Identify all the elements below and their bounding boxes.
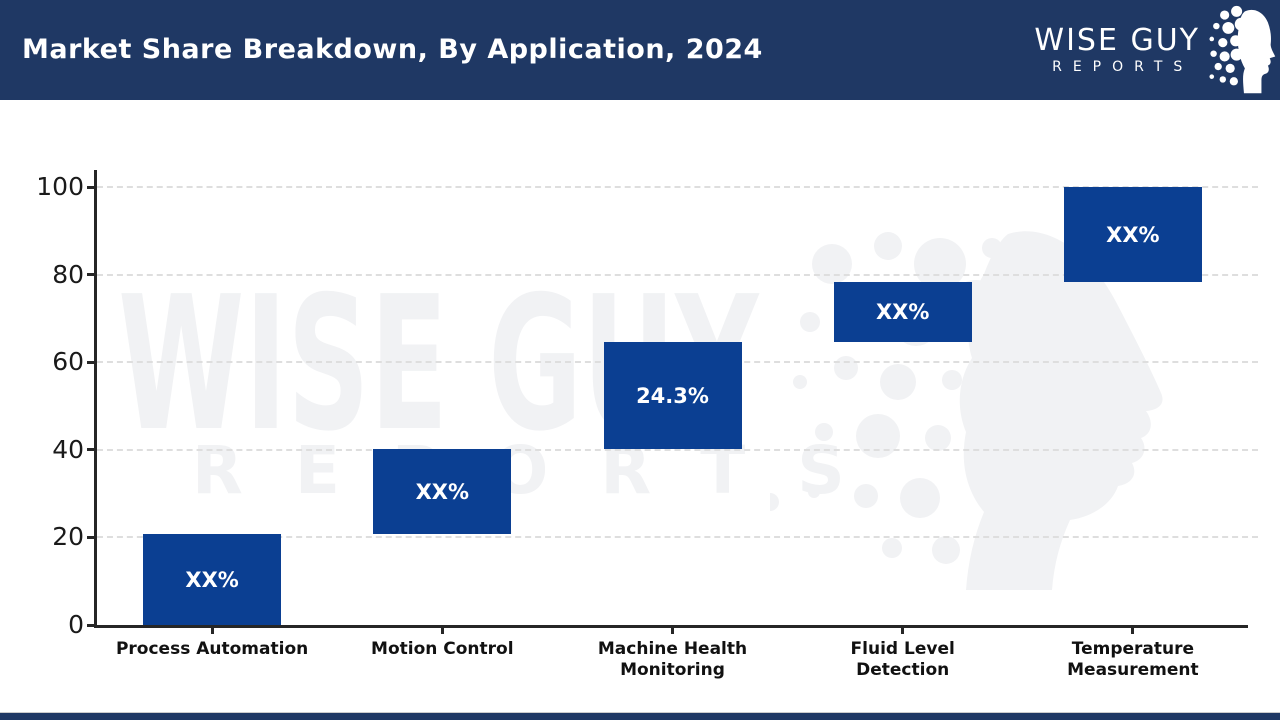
- bar-4: XX%: [1063, 187, 1202, 283]
- y-tickmark-60: [87, 360, 97, 364]
- category-label-4: Temperature Measurement: [1067, 639, 1199, 680]
- bar-0: XX%: [143, 534, 282, 625]
- gridline-100: [97, 186, 1258, 188]
- bar-value-label: XX%: [185, 567, 239, 592]
- brand-logo: WISE GUY REPORTS: [1010, 0, 1280, 100]
- x-tickmark-4: [1131, 625, 1135, 634]
- footer-strip: [0, 712, 1280, 720]
- y-tick-label-80: 80: [52, 259, 84, 289]
- x-tickmark-3: [901, 625, 905, 634]
- bar-value-label: XX%: [1106, 222, 1160, 247]
- y-tick-label-100: 100: [36, 172, 84, 201]
- category-label-2: Machine Health Monitoring: [597, 639, 748, 680]
- brand-logo-name: WISE GUY: [1034, 23, 1200, 58]
- brand-logo-text: WISE GUY REPORTS: [1034, 23, 1200, 76]
- bar-value-label: XX%: [875, 300, 930, 325]
- header-bar: Market Share Breakdown, By Application, …: [0, 0, 1280, 100]
- y-tickmark-40: [87, 448, 97, 452]
- x-axis-baseline: [94, 625, 1248, 628]
- bar-2: 24.3%: [603, 342, 742, 449]
- gridline-80: [97, 273, 1258, 276]
- y-tickmark-20: [87, 535, 97, 539]
- chart-title: Market Share Breakdown, By Application, …: [22, 34, 763, 65]
- y-axis-spine: [94, 170, 97, 628]
- bar-1: XX%: [373, 448, 512, 535]
- x-tickmark-2: [671, 625, 674, 634]
- x-tickmark-0: [210, 625, 214, 634]
- y-tick-label-0: 0: [68, 610, 84, 639]
- y-tickmark-80: [87, 273, 97, 277]
- y-tick-label-60: 60: [52, 347, 84, 377]
- bar-value-label: 24.3%: [636, 383, 709, 408]
- gridline-20: [97, 536, 1258, 539]
- gridline-40: [97, 448, 1258, 451]
- brand-logo-subtitle: REPORTS: [1052, 59, 1194, 75]
- bar-value-label: XX%: [415, 479, 470, 504]
- y-tick-label-20: 20: [52, 522, 84, 552]
- x-tickmark-1: [440, 625, 444, 634]
- y-tickmark-100: [87, 185, 97, 189]
- brand-head-icon: [1209, 5, 1276, 94]
- y-tick-label-40: 40: [52, 434, 84, 464]
- category-label-1: Motion Control: [371, 639, 514, 659]
- bar-3: XX%: [833, 282, 972, 343]
- category-label-0: Process Automation: [115, 639, 309, 659]
- y-tickmark-0: [87, 623, 97, 627]
- category-label-3: Fluid Level Detection: [850, 639, 955, 680]
